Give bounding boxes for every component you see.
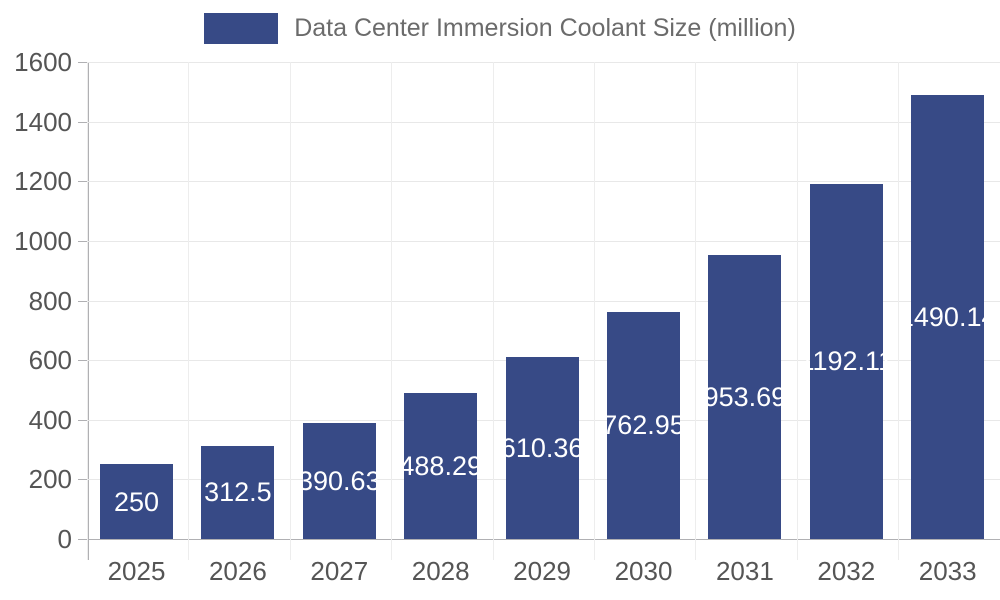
bar-2025[interactable] xyxy=(100,464,173,539)
y-axis-tick-mark xyxy=(78,181,87,183)
chart-legend: Data Center Immersion Coolant Size (mill… xyxy=(0,10,1000,46)
bar-2026[interactable] xyxy=(201,445,275,539)
gridline-horizontal xyxy=(87,539,1000,540)
gridline-vertical xyxy=(695,62,697,560)
gridline-vertical xyxy=(594,62,595,560)
y-axis-tick-label: 200 xyxy=(28,464,72,495)
gridline-horizontal xyxy=(87,240,1000,242)
bar-2029[interactable] xyxy=(505,357,579,539)
gridline-vertical xyxy=(391,62,393,560)
y-axis-tick-mark xyxy=(78,539,87,540)
x-axis-tick-label: 2031 xyxy=(715,556,774,586)
y-axis-tick-mark xyxy=(78,240,87,242)
y-axis-tick-mark xyxy=(78,360,87,362)
x-axis-tick-label: 2027 xyxy=(310,556,369,586)
bar-2027[interactable] xyxy=(302,422,376,539)
legend-swatch-icon xyxy=(204,12,279,44)
gridline-vertical xyxy=(492,62,494,560)
gridline-vertical xyxy=(188,62,190,560)
gridline-vertical xyxy=(898,62,900,560)
x-axis-tick-label: 2026 xyxy=(208,556,267,586)
y-axis-tick-label: 0 xyxy=(57,524,72,554)
bar-2033[interactable] xyxy=(911,94,985,539)
y-axis-tick-mark xyxy=(78,62,87,63)
x-axis-tick-label: 2025 xyxy=(107,556,166,586)
y-axis-tick-label: 1000 xyxy=(14,225,72,256)
gridline-vertical xyxy=(87,62,88,560)
y-axis-tick-mark xyxy=(78,121,87,123)
y-axis-tick-mark xyxy=(78,419,87,421)
gridline-vertical xyxy=(796,62,798,560)
x-axis-tick-label: 2028 xyxy=(411,556,470,586)
bar-2028[interactable] xyxy=(404,393,478,539)
plot-area: 250 312.5 390.63 488.29 610.36 762.95 953.69 11… xyxy=(87,62,1000,560)
y-axis-spine xyxy=(87,62,89,560)
gridline-horizontal xyxy=(87,62,1000,63)
y-axis-tick-label: 800 xyxy=(28,285,72,316)
y-axis-tick-label: 400 xyxy=(28,404,72,435)
y-axis-tick-label: 1400 xyxy=(14,106,72,137)
x-axis-tick-label: 2032 xyxy=(817,556,876,586)
y-axis-tick-mark xyxy=(78,479,87,481)
gridline-horizontal xyxy=(87,300,1000,302)
gridline-horizontal xyxy=(87,181,1000,183)
y-axis-tick-label: 1200 xyxy=(14,166,72,197)
bar-2032[interactable] xyxy=(809,183,883,539)
x-axis-tick-label: 2033 xyxy=(918,556,977,586)
bar-2031[interactable] xyxy=(708,254,782,539)
gridline-vertical xyxy=(289,62,291,560)
bar-2030[interactable] xyxy=(607,311,680,539)
x-axis-tick-label: 2030 xyxy=(614,556,673,586)
y-axis-tick-label: 600 xyxy=(28,345,72,376)
x-axis-tick-label: 2029 xyxy=(513,556,572,586)
y-axis-tick-mark xyxy=(78,300,87,302)
gridline-horizontal xyxy=(87,121,1000,123)
y-axis-tick-label: 1600 xyxy=(14,47,72,77)
legend-label: Data Center Immersion Coolant Size (mill… xyxy=(294,13,796,42)
